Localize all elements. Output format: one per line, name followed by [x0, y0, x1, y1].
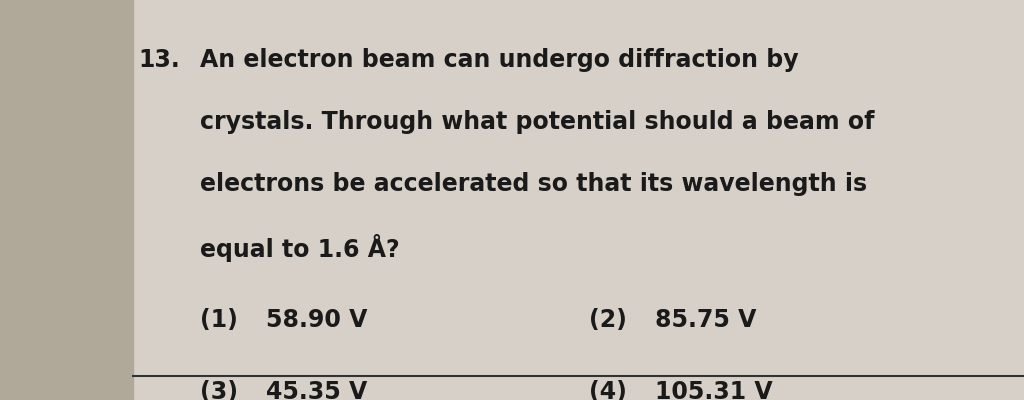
Text: 58.90 V: 58.90 V	[266, 308, 368, 332]
Bar	[0, 0, 133, 400]
Text: equal to 1.6 Å?: equal to 1.6 Å?	[200, 234, 399, 262]
Text: An electron beam can undergo diffraction by: An electron beam can undergo diffraction…	[200, 48, 799, 72]
Text: 85.75 V: 85.75 V	[655, 308, 757, 332]
Text: (3): (3)	[200, 380, 238, 400]
Text: (1): (1)	[200, 308, 238, 332]
Text: 45.35 V: 45.35 V	[266, 380, 368, 400]
Text: crystals. Through what potential should a beam of: crystals. Through what potential should …	[200, 110, 874, 134]
Text: 105.31 V: 105.31 V	[655, 380, 773, 400]
Text: electrons be accelerated so that its wavelength is: electrons be accelerated so that its wav…	[200, 172, 866, 196]
Text: 13.: 13.	[138, 48, 180, 72]
Text: (4): (4)	[589, 380, 627, 400]
Text: (2): (2)	[589, 308, 627, 332]
